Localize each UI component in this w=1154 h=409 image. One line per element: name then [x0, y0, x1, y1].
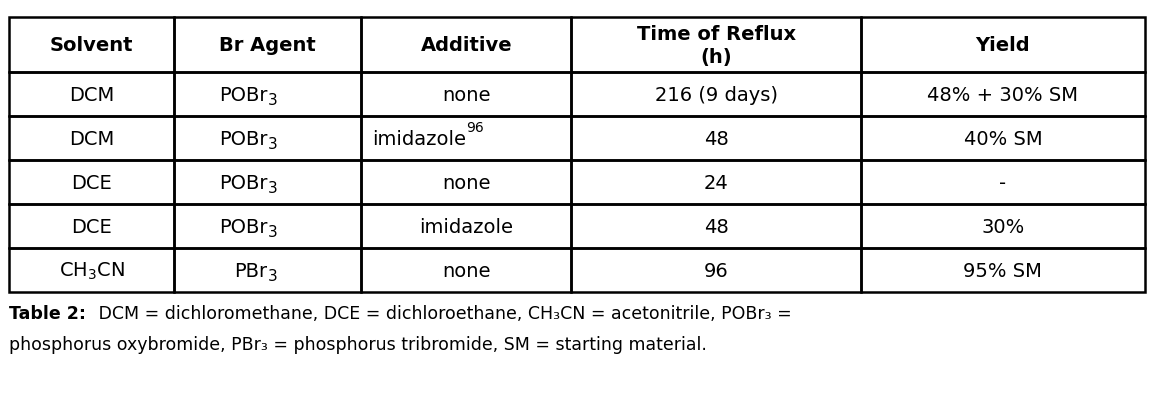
Text: 3: 3: [268, 268, 277, 283]
Bar: [174, 249, 361, 292]
Text: 3: 3: [268, 137, 277, 151]
Bar: [361, 205, 571, 249]
Text: 40% SM: 40% SM: [964, 130, 1042, 148]
Bar: [571, 18, 861, 73]
Bar: [361, 249, 571, 292]
Bar: [571, 73, 861, 117]
Bar: [9, 249, 174, 292]
Bar: [861, 117, 1145, 161]
Bar: [361, 161, 571, 205]
Bar: [861, 205, 1145, 249]
Text: 96: 96: [466, 121, 484, 135]
Text: 216 (9 days): 216 (9 days): [654, 85, 778, 105]
Text: DCM: DCM: [69, 85, 114, 105]
Bar: [861, 161, 1145, 205]
Bar: [361, 117, 571, 161]
Bar: [361, 73, 571, 117]
Text: 24: 24: [704, 173, 728, 192]
Text: none: none: [442, 173, 490, 192]
Text: 48: 48: [704, 217, 728, 236]
Text: DCM = dichloromethane, DCE = dichloroethane, CH₃CN = acetonitrile, POBr₃ =: DCM = dichloromethane, DCE = dichloroeth…: [93, 305, 793, 323]
Bar: [174, 73, 361, 117]
Text: 48% + 30% SM: 48% + 30% SM: [928, 85, 1078, 105]
Text: 30%: 30%: [981, 217, 1025, 236]
Text: Table 2:: Table 2:: [9, 305, 87, 323]
Text: imidazole: imidazole: [373, 130, 466, 148]
Text: 48: 48: [704, 130, 728, 148]
Bar: [571, 161, 861, 205]
Text: imidazole: imidazole: [419, 217, 514, 236]
Text: DCE: DCE: [72, 217, 112, 236]
Bar: [9, 73, 174, 117]
Text: Solvent: Solvent: [50, 36, 134, 55]
Text: Yield: Yield: [975, 36, 1031, 55]
Bar: [174, 117, 361, 161]
Bar: [174, 18, 361, 73]
Bar: [174, 161, 361, 205]
Bar: [174, 205, 361, 249]
Text: $\mathregular{CH_3CN}$: $\mathregular{CH_3CN}$: [59, 260, 125, 281]
Text: none: none: [442, 85, 490, 105]
Text: 3: 3: [268, 180, 277, 195]
Bar: [861, 18, 1145, 73]
Text: -: -: [999, 173, 1006, 192]
Text: Br Agent: Br Agent: [219, 36, 316, 55]
Text: POBr: POBr: [219, 173, 268, 192]
Text: 96: 96: [704, 261, 728, 280]
Text: POBr: POBr: [219, 130, 268, 148]
Bar: [861, 249, 1145, 292]
Bar: [9, 117, 174, 161]
Text: phosphorus oxybromide, PBr₃ = phosphorus tribromide, SM = starting material.: phosphorus oxybromide, PBr₃ = phosphorus…: [9, 335, 707, 353]
Text: Time of Reflux
(h): Time of Reflux (h): [637, 25, 795, 67]
Text: 3: 3: [268, 92, 277, 108]
Text: POBr: POBr: [219, 85, 268, 105]
Text: none: none: [442, 261, 490, 280]
Bar: [9, 18, 174, 73]
Bar: [861, 73, 1145, 117]
Text: POBr: POBr: [219, 217, 268, 236]
Bar: [571, 205, 861, 249]
Text: DCE: DCE: [72, 173, 112, 192]
Text: Additive: Additive: [420, 36, 512, 55]
Text: 3: 3: [268, 224, 277, 239]
Bar: [571, 117, 861, 161]
Bar: [571, 249, 861, 292]
Bar: [361, 18, 571, 73]
Text: PBr: PBr: [234, 261, 268, 280]
Bar: [9, 205, 174, 249]
Text: 95% SM: 95% SM: [964, 261, 1042, 280]
Bar: [9, 161, 174, 205]
Text: DCM: DCM: [69, 130, 114, 148]
